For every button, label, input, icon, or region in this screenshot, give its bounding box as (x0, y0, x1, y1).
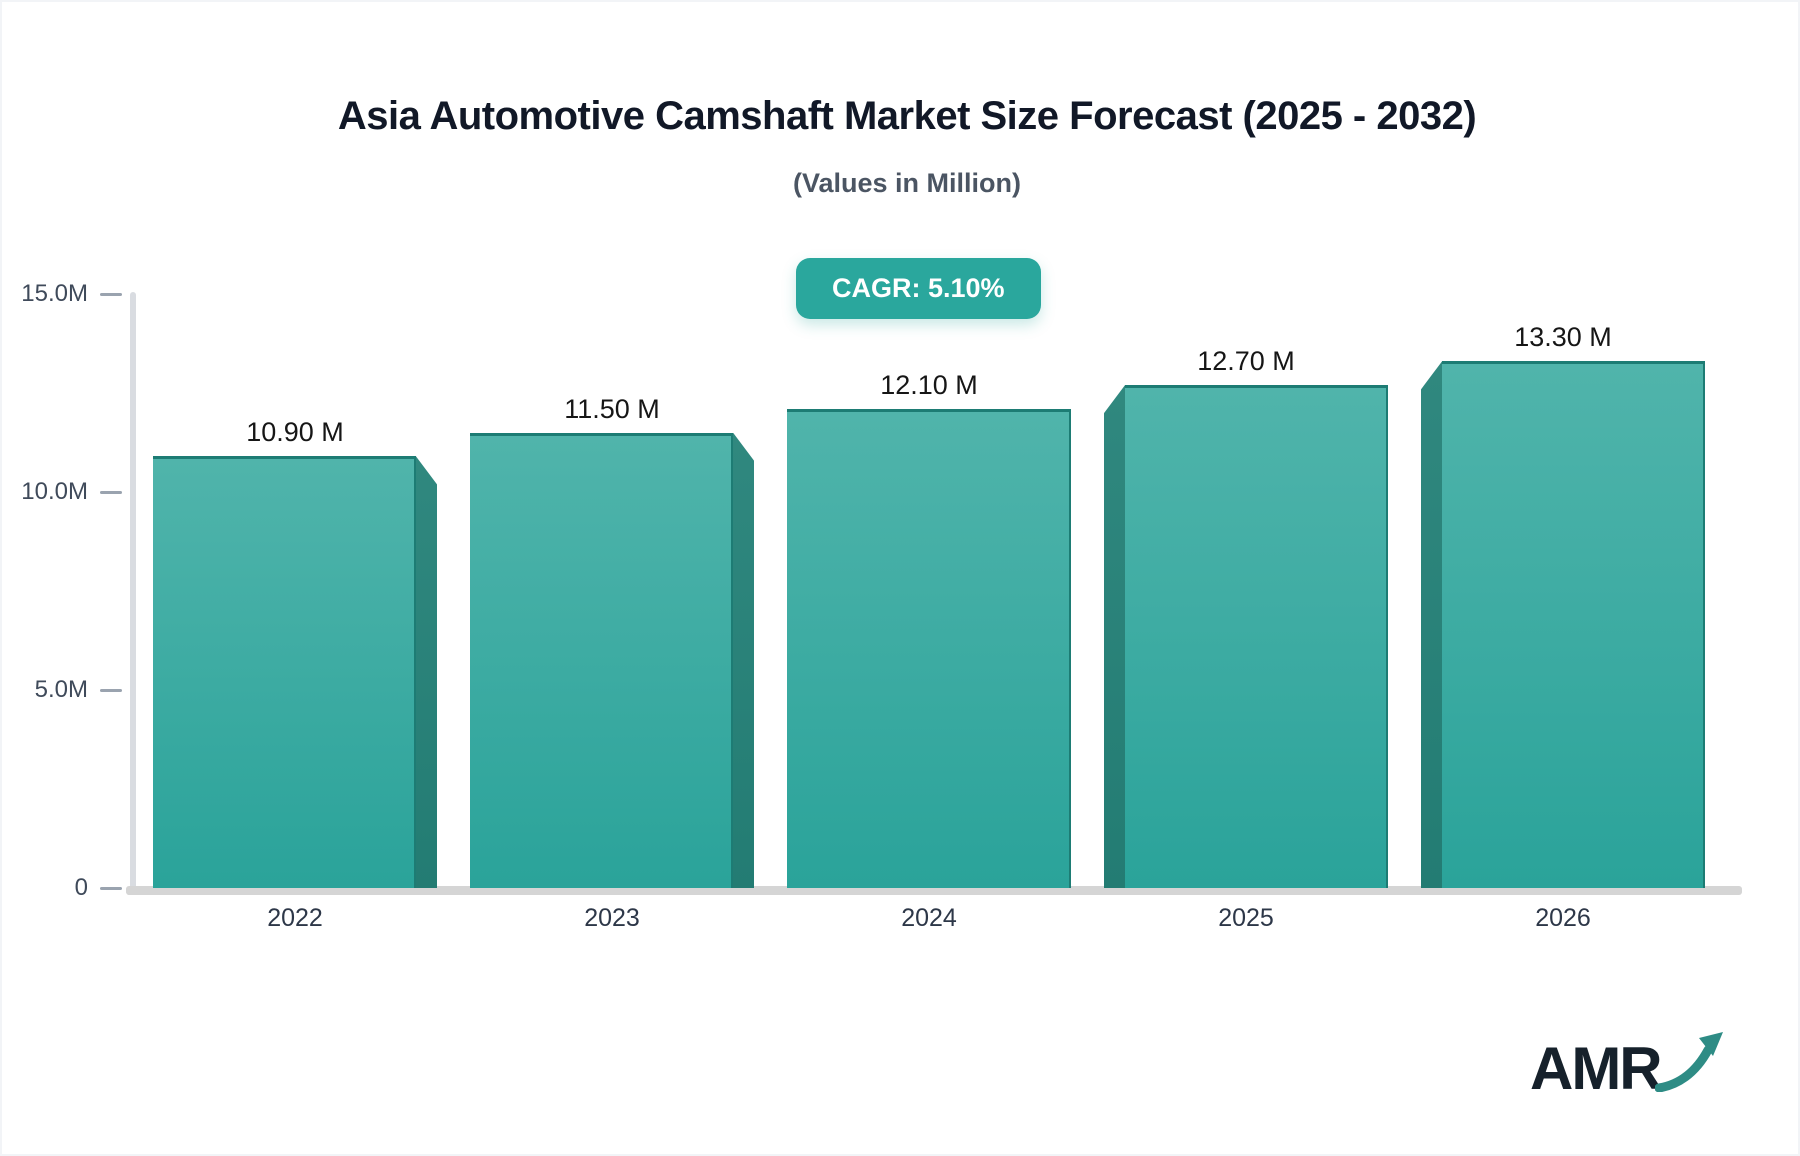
bar-2026[interactable]: 13.30 M (1421, 322, 1705, 888)
bar-3d-side (733, 432, 754, 888)
y-tick-mark (100, 886, 122, 890)
bar-fill (787, 408, 1071, 888)
x-axis-line (126, 886, 1742, 895)
bar-group-2025: 12.70 M 2025 (1104, 346, 1388, 932)
bar-2024[interactable]: 12.10 M (787, 370, 1071, 888)
bar-3d-side (1104, 385, 1125, 888)
bar-3d-side (1421, 361, 1442, 888)
y-axis-line (130, 292, 136, 895)
amr-logo-text: AMR (1530, 1035, 1663, 1102)
bar-fill (153, 456, 416, 888)
y-tick-label: 0 (74, 874, 88, 901)
bar-fill (1125, 385, 1388, 888)
y-tick-mark (100, 292, 122, 296)
x-tick-label-2025: 2025 (1218, 904, 1274, 932)
y-tick-label: 10.0M (21, 478, 88, 505)
bar-value-label: 10.90 M (246, 417, 344, 448)
bar-2025[interactable]: 12.70 M (1104, 346, 1388, 888)
bar-group-2023: 11.50 M 2023 (470, 394, 754, 932)
bar-3d-side (416, 456, 437, 888)
trend-up-arrow-icon (1654, 1030, 1725, 1097)
x-tick-label-2023: 2023 (584, 904, 640, 932)
y-tick-15.0M: 15.0M (2, 280, 122, 308)
bar-value-label: 12.10 M (880, 369, 978, 400)
x-tick-label-2024: 2024 (901, 904, 957, 932)
plot-area: 10.90 M 2022 11.50 M 2023 12.10 M 2024 12.70 M… (130, 294, 1739, 932)
y-tick-5.0M: 5.0M (2, 676, 122, 704)
y-axis: 15.0M 10.0M 5.0M 0 (2, 280, 122, 901)
bar-group-2026: 13.30 M 2026 (1421, 322, 1705, 932)
x-tick-label-2022: 2022 (267, 904, 323, 932)
bar-2022[interactable]: 10.90 M (153, 417, 437, 888)
bar-value-label: 11.50 M (564, 393, 660, 424)
y-tick-0: 0 (2, 874, 122, 902)
y-tick-label: 5.0M (34, 676, 88, 703)
bar-group-2022: 10.90 M 2022 (153, 417, 437, 932)
y-tick-label: 15.0M (21, 280, 88, 307)
bar-value-label: 13.30 M (1514, 322, 1612, 353)
x-tick-label-2026: 2026 (1535, 904, 1591, 932)
y-tick-10.0M: 10.0M (2, 478, 122, 506)
cagr-badge: CAGR: 5.10% (796, 258, 1041, 319)
y-tick-mark (100, 490, 122, 494)
bar-value-label: 12.70 M (1197, 346, 1295, 377)
amr-logo[interactable]: AMR (1530, 1030, 1725, 1099)
bar-fill (470, 432, 733, 888)
bar-fill (1442, 361, 1705, 888)
chart-title: Asia Automotive Camshaft Market Size For… (337, 94, 1477, 138)
bar-group-2024: 12.10 M 2024 (787, 370, 1071, 932)
chart-subtitle: (Values in Million) (792, 168, 1022, 198)
y-tick-mark (100, 688, 122, 692)
bar-2023[interactable]: 11.50 M (470, 394, 754, 888)
